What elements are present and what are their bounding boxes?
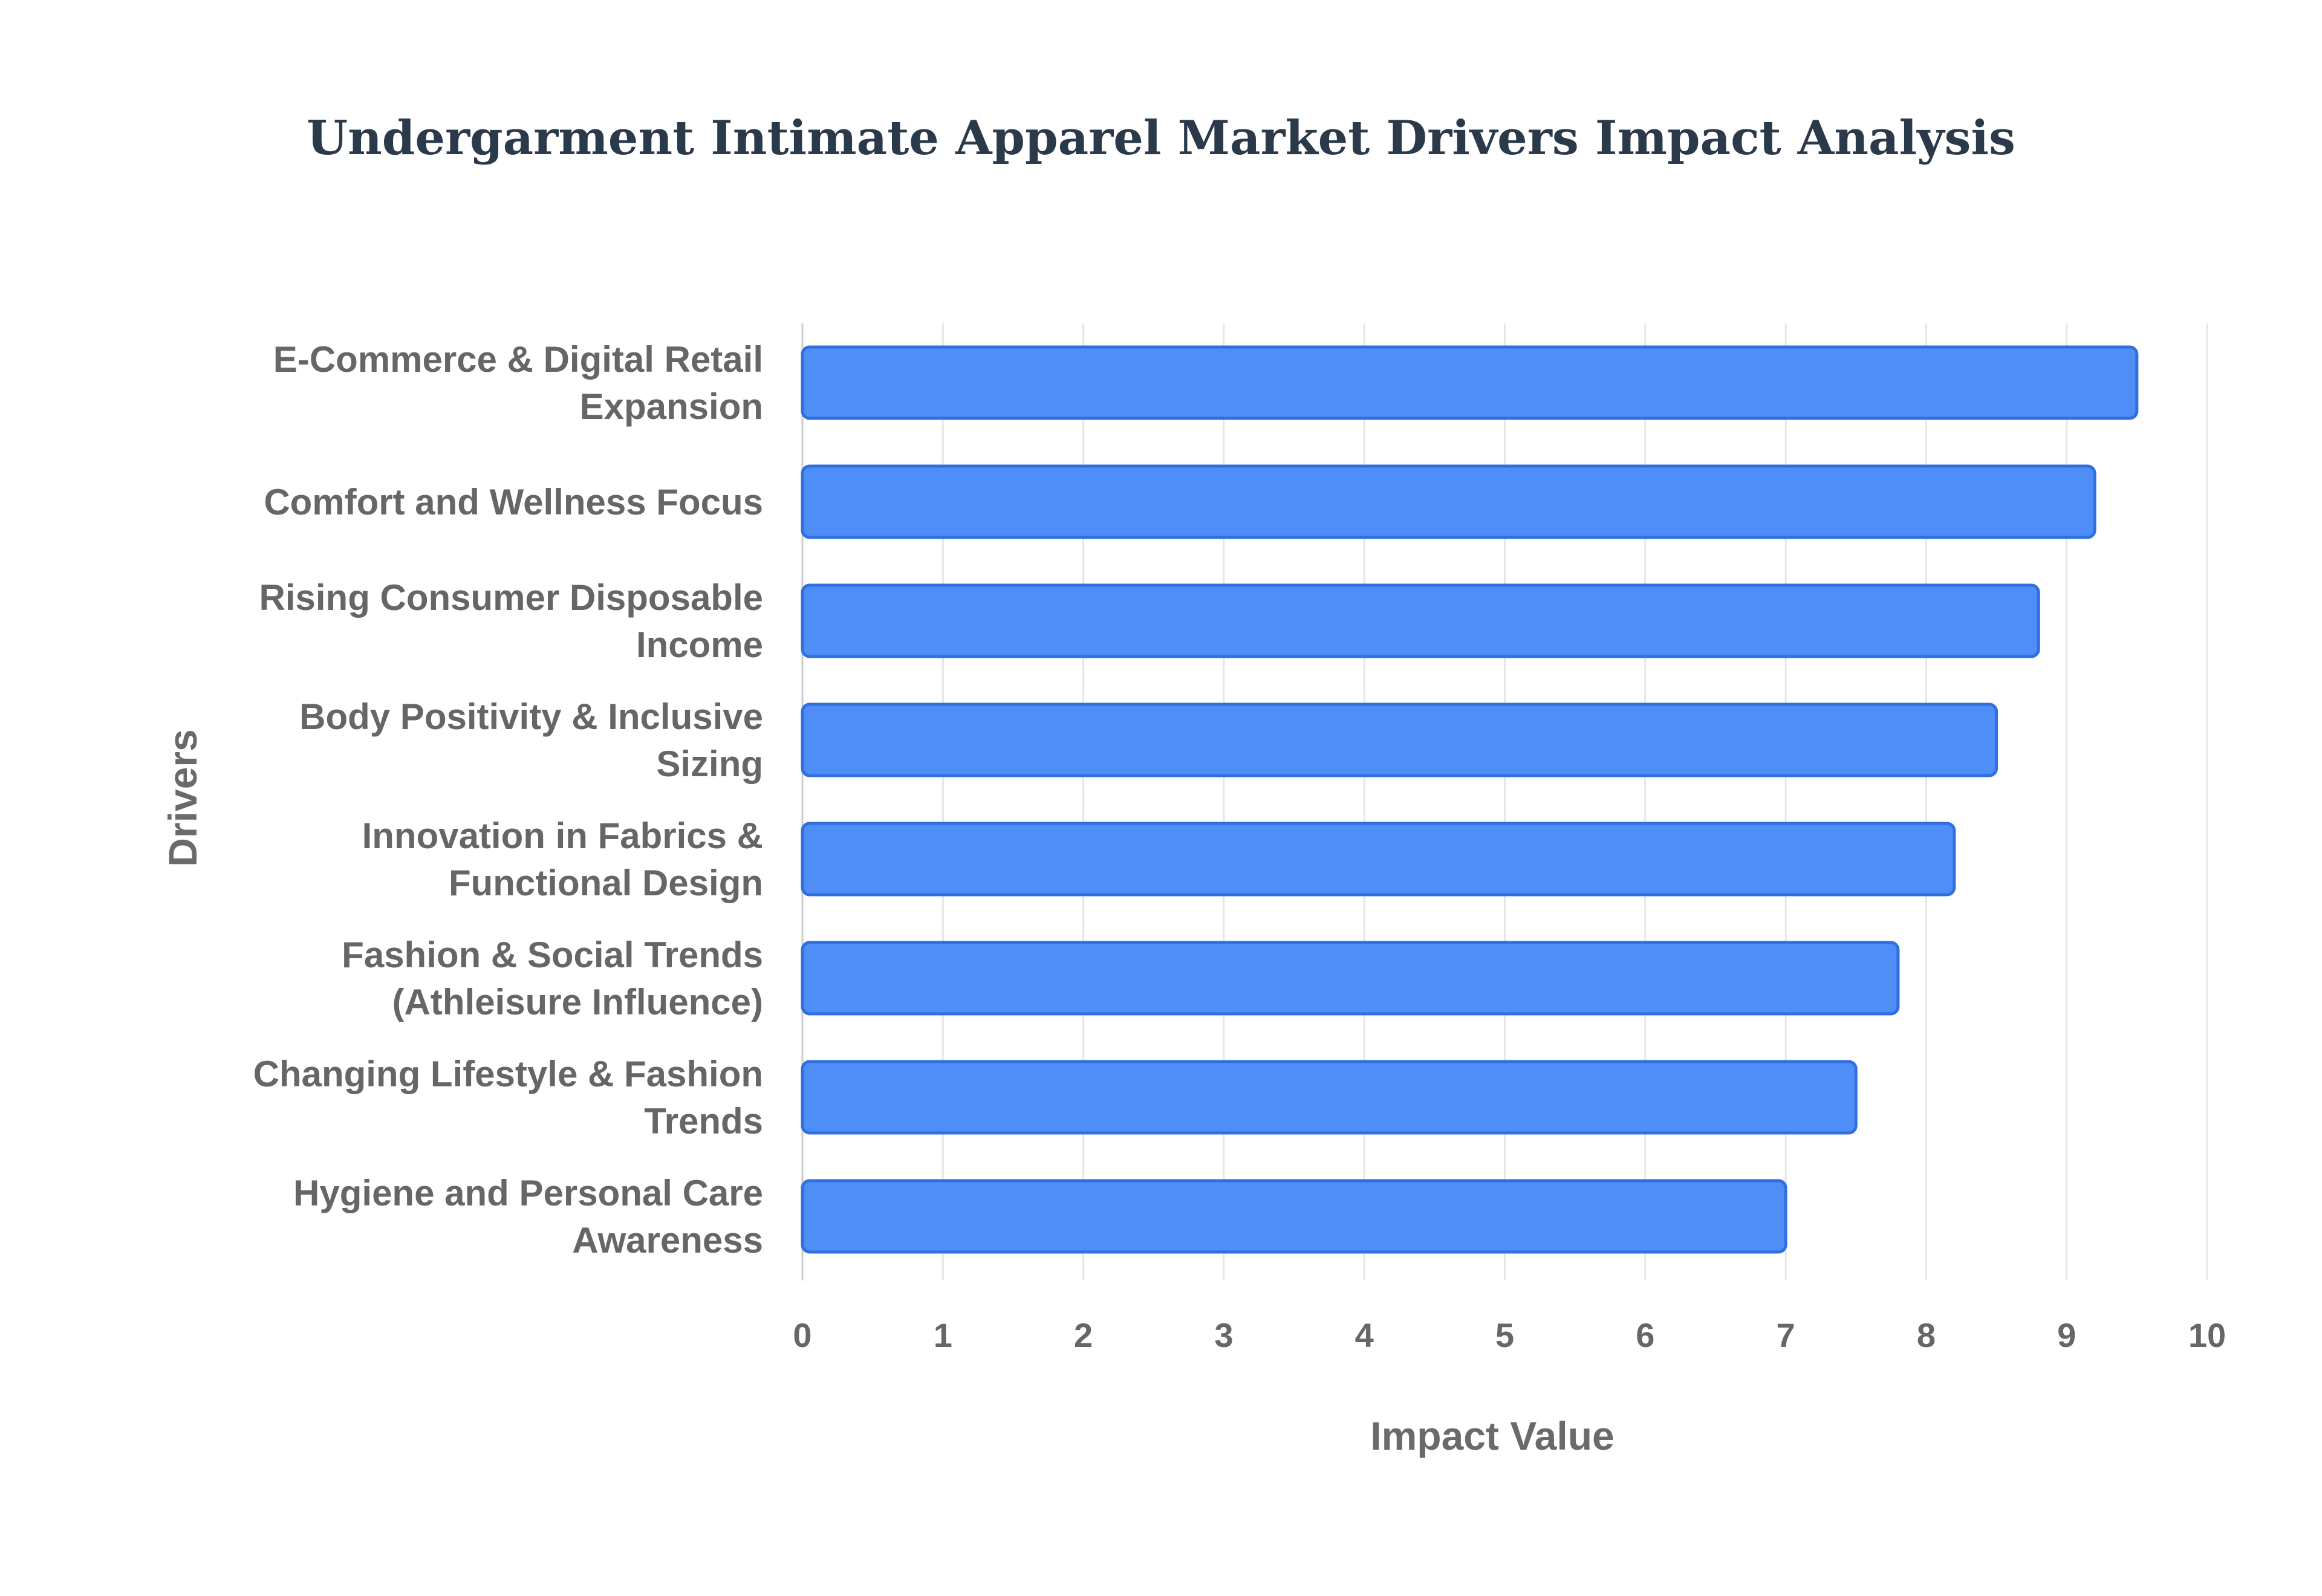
x-tick-label: 8 [1917,1316,1936,1354]
bar [801,345,2139,420]
x-tick-label: 2 [1074,1316,1093,1354]
category-label: Hygiene and Personal Care Awareness [293,1173,763,1260]
category-label: Fashion & Social Trends (Athleisure Influ… [342,935,763,1022]
y-axis-title: Drivers [160,729,205,867]
bar [801,702,1998,777]
x-tick-label: 6 [1636,1316,1654,1354]
x-tick-label: 0 [793,1316,811,1354]
category-label: Rising Consumer Disposable Income [259,577,764,665]
x-tick-label: 9 [2057,1316,2076,1354]
category-label: Changing Lifestyle & Fashion Trends [253,1054,763,1141]
x-tick-label: 3 [1214,1316,1233,1354]
bars [801,345,2139,1254]
category-label: Body Positivity & Inclusive Sizing [299,696,763,784]
category-label: E-Commerce & Digital Retail Expansion [273,339,763,427]
bar [801,1179,1787,1254]
x-tick-labels: 0 1 2 3 4 5 6 7 8 9 10 [793,1316,2226,1354]
bar [801,822,1956,897]
x-tick-label: 10 [2188,1316,2226,1354]
x-tick-label: 1 [934,1316,952,1354]
x-tick-label: 5 [1495,1316,1514,1354]
category-label: Innovation in Fabrics & Functional Design [362,816,763,903]
x-tick-label: 7 [1777,1316,1795,1354]
bar [801,583,2040,658]
chart-title: Undergarment Intimate Apparel Market Dri… [307,111,2015,166]
bar [801,464,2096,539]
x-axis-title: Impact Value [1370,1413,1615,1458]
category-labels: E-Commerce & Digital Retail Expansion Comf… [253,339,763,1260]
bar [801,941,1900,1016]
category-label: Comfort and Wellness Focus [264,482,763,522]
bar [801,1060,1858,1135]
x-tick-label: 4 [1355,1316,1374,1354]
